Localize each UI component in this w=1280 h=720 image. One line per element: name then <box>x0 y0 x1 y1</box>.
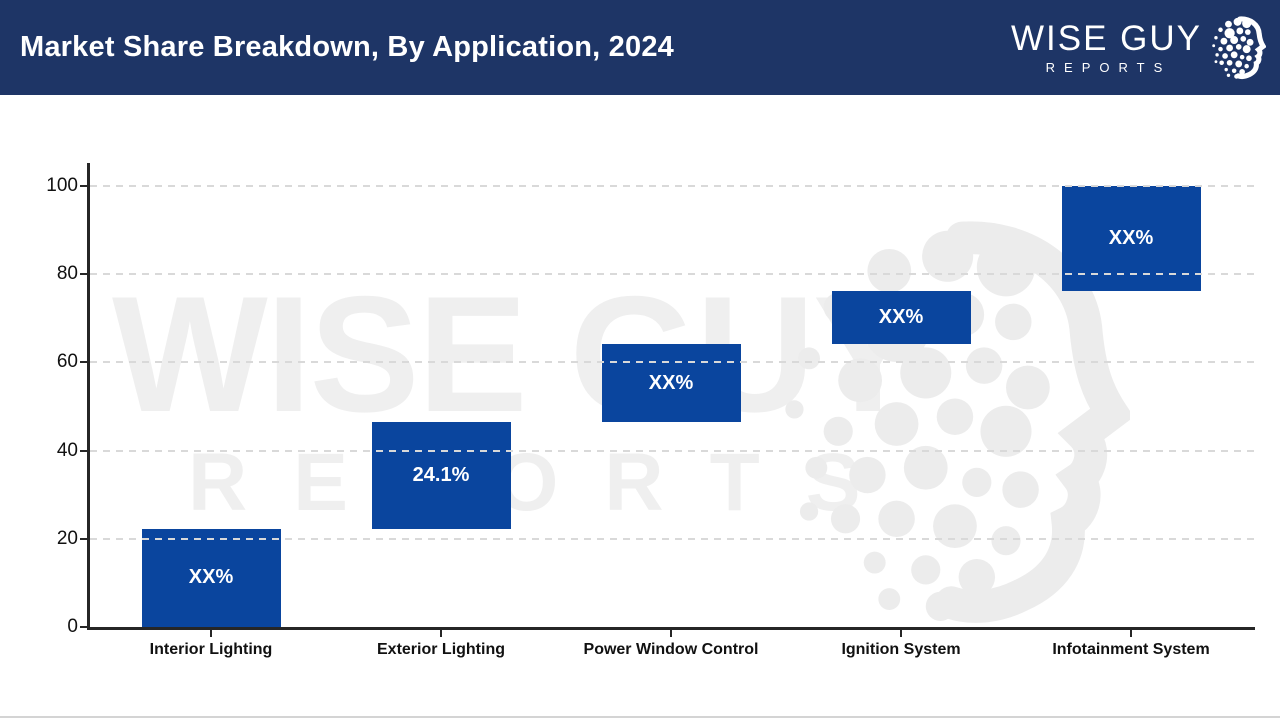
category-label: Exterior Lighting <box>377 641 505 658</box>
y-tick-mark <box>80 537 88 540</box>
x-tick-mark <box>670 630 672 637</box>
bar-value-label: 24.1% <box>412 464 470 486</box>
x-tick-mark <box>1130 630 1132 637</box>
logo-subtext: REPORTS <box>1045 60 1172 75</box>
logo-text: WISE GUY REPORTS <box>1011 21 1202 74</box>
y-tick-label: 80 <box>56 263 78 285</box>
y-tick-mark <box>80 273 88 276</box>
x-tick-mark <box>210 630 212 637</box>
category-label: Ignition System <box>841 641 961 658</box>
wiseguy-logo: WISE GUY REPORTS <box>1011 0 1266 95</box>
y-tick-mark <box>80 361 88 364</box>
gridline-20 <box>90 537 1255 540</box>
header-bar: Market Share Breakdown, By Application, … <box>0 0 1280 95</box>
y-tick-label: 40 <box>56 439 78 461</box>
bar-value-label: XX% <box>648 371 694 394</box>
y-tick-label: 60 <box>56 351 78 373</box>
bar-value-label: XX% <box>188 566 234 589</box>
gridline-60 <box>90 361 1255 364</box>
y-tick-label: 0 <box>67 616 78 637</box>
category-label: Power Window Control <box>583 641 759 658</box>
gridline-40 <box>90 449 1255 452</box>
category-label: Infotainment System <box>1052 641 1210 658</box>
watermark-subtext: REPORTS <box>188 437 907 528</box>
bar-5: XX% <box>1061 186 1201 292</box>
gridline-100 <box>90 185 1255 187</box>
bar-3: XX% <box>601 344 741 423</box>
logo-wordmark: WISE GUY <box>1010 19 1202 58</box>
bottom-divider <box>0 716 1280 718</box>
category-label: Interior Lighting <box>149 641 273 658</box>
gridline-80 <box>90 273 1255 276</box>
page-title: Market Share Breakdown, By Application, … <box>20 31 674 63</box>
x-tick-mark <box>440 630 442 637</box>
bar-4: XX% <box>831 291 971 345</box>
y-tick-label: 100 <box>46 175 78 196</box>
x-tick-mark <box>900 630 902 637</box>
y-axis-line <box>87 163 90 630</box>
y-tick-mark <box>80 626 88 628</box>
y-tick-label: 20 <box>56 527 78 549</box>
bar-value-label: XX% <box>878 306 924 329</box>
bar-value-label: XX% <box>1108 227 1154 250</box>
y-tick-mark <box>80 185 88 187</box>
bar-1: XX% <box>141 528 281 627</box>
y-tick-mark <box>80 449 88 452</box>
x-axis-line <box>87 627 1255 630</box>
wiseguy-head-icon <box>1208 11 1266 85</box>
bar-2: 24.1% <box>371 422 511 529</box>
